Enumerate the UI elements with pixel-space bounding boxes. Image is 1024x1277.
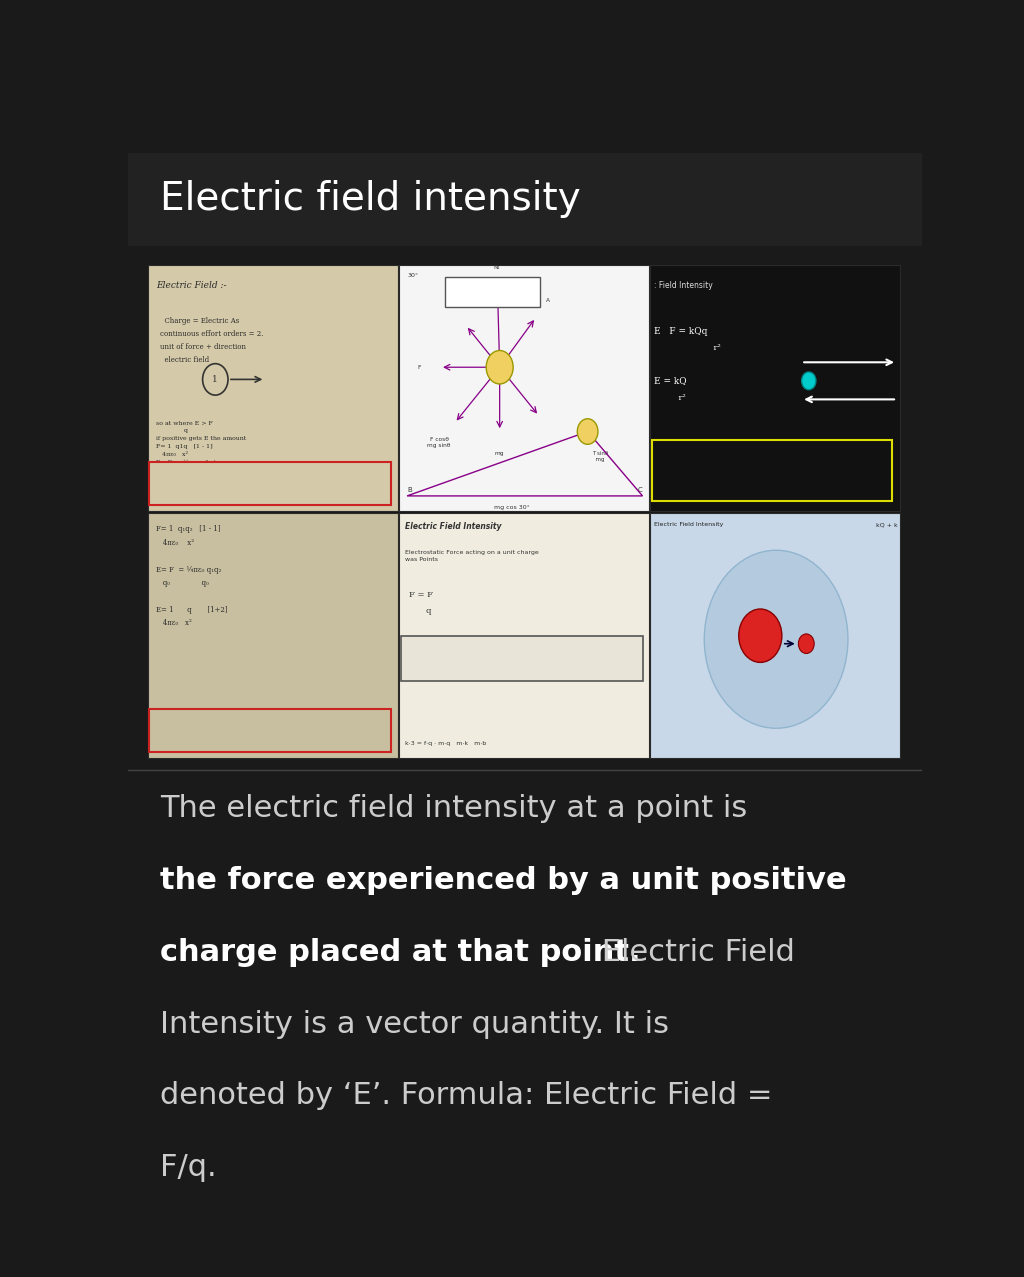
FancyBboxPatch shape <box>652 439 892 501</box>
Circle shape <box>705 550 848 728</box>
Text: mg: mg <box>495 451 505 456</box>
Text: Electric Field Intensity: Electric Field Intensity <box>406 522 502 531</box>
Text: B: B <box>408 487 412 493</box>
Text: E= 1    q    [1+2]: E= 1 q [1+2] <box>158 727 218 734</box>
Text: r²: r² <box>673 481 698 490</box>
Circle shape <box>799 633 814 654</box>
Text: the force experienced by a unit positive: the force experienced by a unit positive <box>160 866 847 895</box>
Text: Electrostatic Force acting on a unit charge
was Points: Electrostatic Force acting on a unit cha… <box>406 550 540 562</box>
Text: E = kQ: E = kQ <box>654 377 687 386</box>
FancyBboxPatch shape <box>445 277 540 306</box>
FancyBboxPatch shape <box>150 461 391 504</box>
Text: Charge = Electric As
continuous effort orders = 2.
unit of force + direction
  e: Charge = Electric As continuous effort o… <box>160 318 263 364</box>
Text: denoted by ‘E’. Formula: Electric Field =: denoted by ‘E’. Formula: Electric Field … <box>160 1082 772 1111</box>
Text: k·3 = f·q · m·q   m·k   m·b: k·3 = f·q · m·q m·k m·b <box>406 741 486 746</box>
Text: N₁: N₁ <box>494 266 501 271</box>
Text: q: q <box>431 656 465 664</box>
Text: q: q <box>414 607 432 616</box>
Circle shape <box>486 350 513 384</box>
Text: r²: r² <box>682 344 721 352</box>
FancyBboxPatch shape <box>128 153 922 245</box>
Text: F sinθ: F sinθ <box>481 287 504 296</box>
Text: E = kQ: E = kQ <box>660 464 695 472</box>
FancyBboxPatch shape <box>399 512 649 759</box>
Text: Electric Field Intensity: Electric Field Intensity <box>654 522 724 527</box>
FancyBboxPatch shape <box>147 512 397 759</box>
Text: Intensity is a vector quantity. It is: Intensity is a vector quantity. It is <box>160 1010 669 1038</box>
Text: C: C <box>638 487 642 493</box>
Text: E   F = kQq: E F = kQq <box>654 327 708 336</box>
Circle shape <box>578 419 598 444</box>
Circle shape <box>802 372 816 389</box>
Text: F = F: F = F <box>409 591 433 599</box>
Circle shape <box>738 609 782 663</box>
Text: E= 1    q    [1+2]: E= 1 q [1+2] <box>158 479 218 487</box>
Text: F/q.: F/q. <box>160 1153 216 1183</box>
Text: Electric Field :-: Electric Field :- <box>156 281 226 290</box>
Text: 30°: 30° <box>408 273 418 278</box>
Text: 1: 1 <box>212 375 218 384</box>
FancyBboxPatch shape <box>147 266 397 511</box>
Text: Electric Field: Electric Field <box>592 937 795 967</box>
Text: F= 1  q₁q₂   [1 - 1]
   4πε₀    x²

E= F  = ¼πε₀ q₁q₂
   q₀              q₀

E= : F= 1 q₁q₂ [1 - 1] 4πε₀ x² E= F = ¼πε₀ q₁… <box>156 525 227 627</box>
Text: F: F <box>418 365 421 370</box>
Text: The electric field intensity at a point is: The electric field intensity at a point … <box>160 794 746 824</box>
Text: 90: 90 <box>497 365 503 370</box>
Text: mg cos 30°: mg cos 30° <box>495 504 530 510</box>
Text: so at where E > F
              q
if positive gets E the amount
F= 1  q1q   [1 -: so at where E > F q if positive gets E t… <box>156 420 246 474</box>
FancyBboxPatch shape <box>400 636 642 681</box>
Text: kQ + k: kQ + k <box>877 522 898 527</box>
Text: charge placed at that point.: charge placed at that point. <box>160 937 640 967</box>
Text: T sinθ
  mg: T sinθ mg <box>592 451 607 462</box>
FancyBboxPatch shape <box>399 266 649 511</box>
Text: F cosθ
mg sinθ: F cosθ mg sinθ <box>427 437 451 448</box>
Text: Electric field intensity: Electric field intensity <box>160 180 581 218</box>
FancyBboxPatch shape <box>650 266 900 511</box>
FancyBboxPatch shape <box>150 709 391 752</box>
Text: : Field Intensity: : Field Intensity <box>654 281 713 290</box>
Text: A: A <box>547 298 551 303</box>
Text: = 4πε₀ q₁q₂: = 4πε₀ q₁q₂ <box>409 638 457 646</box>
Text: E = 1/4πε₀ · q: E = 1/4πε₀ · q <box>412 655 470 663</box>
Text: r²: r² <box>668 395 686 402</box>
FancyBboxPatch shape <box>650 512 900 759</box>
